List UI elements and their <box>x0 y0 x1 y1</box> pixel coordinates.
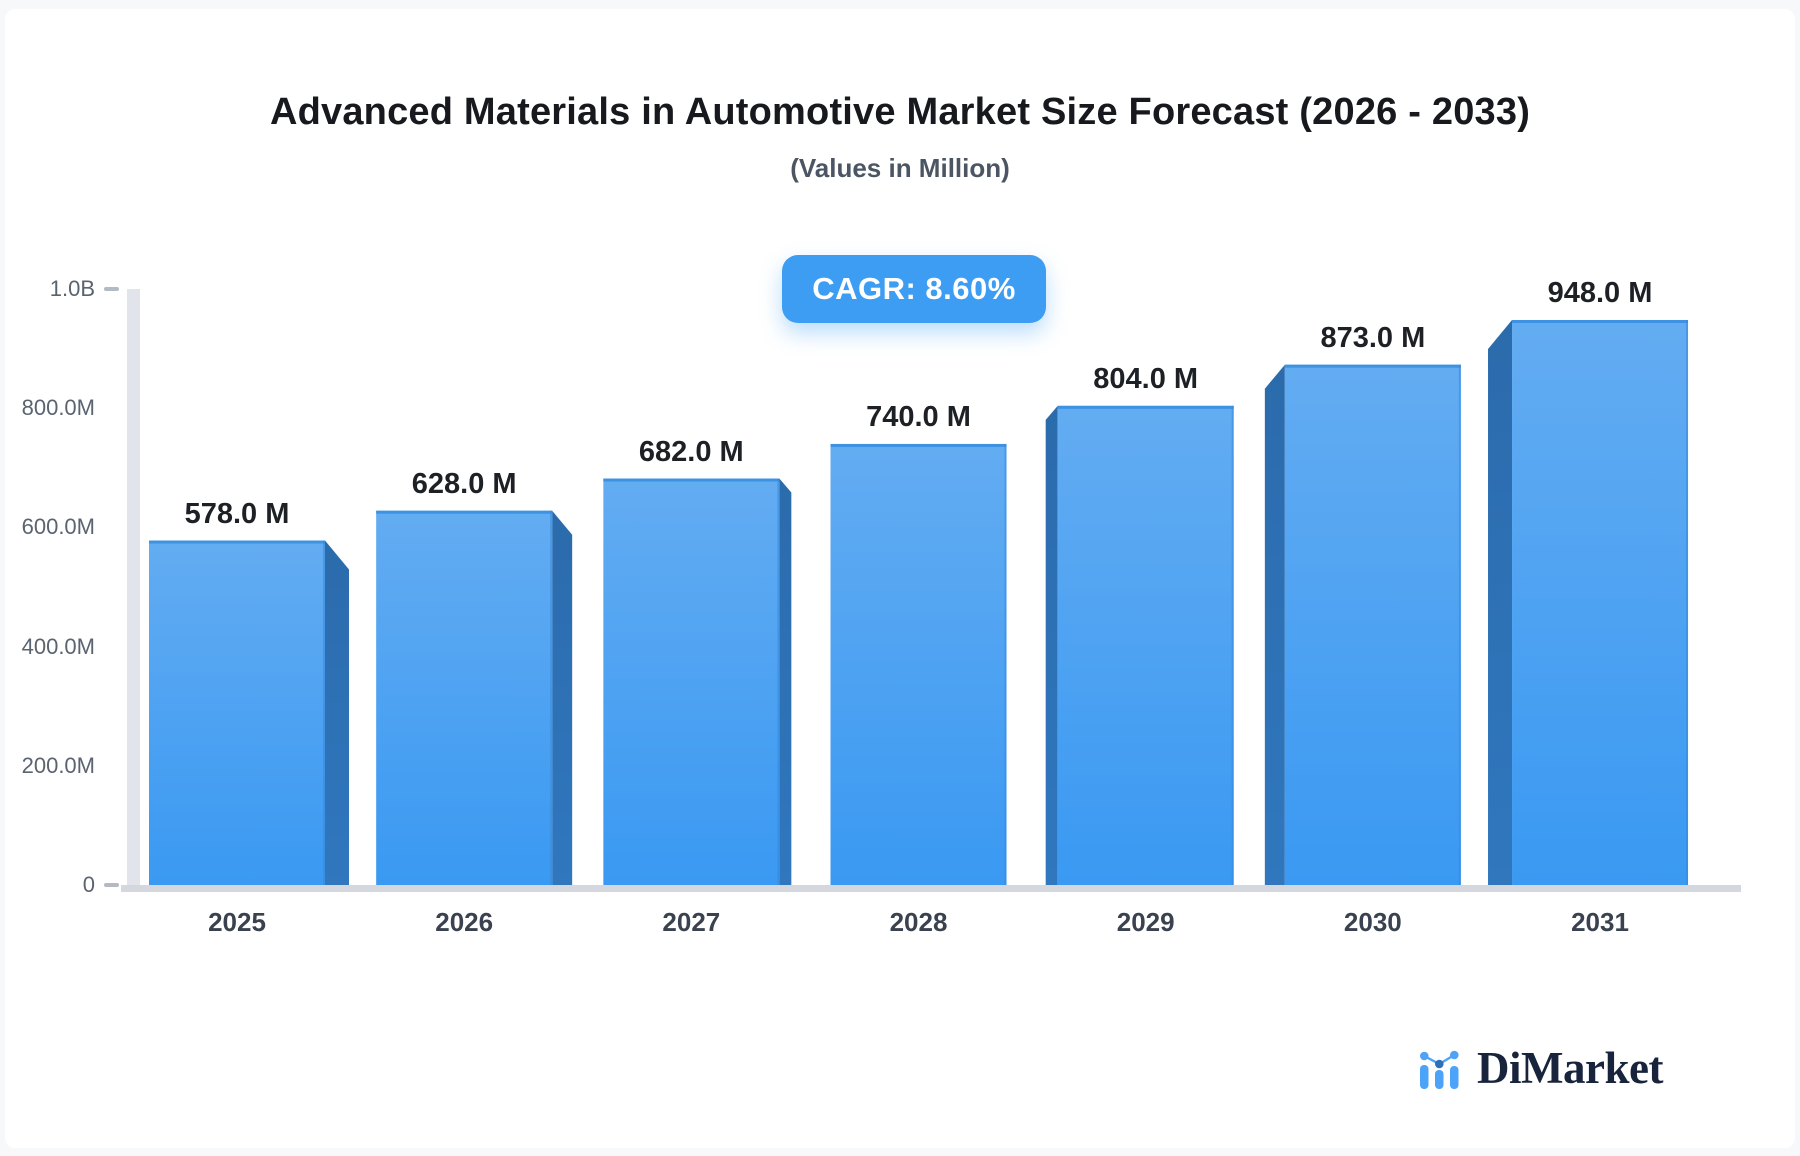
bar-top-edge <box>830 443 1007 447</box>
plot-area: 1.0B 800.0M 600.0M 400.0M 200.0M 0 578.0 M 2025… <box>5 9 1789 1149</box>
bar-right-edge <box>1686 319 1689 885</box>
dimarket-logo-text: DiMarket <box>1477 1043 1663 1093</box>
bar-top-edge <box>376 510 553 514</box>
bar-value-label: 740.0 M <box>866 400 971 433</box>
x-axis-label: 2030 <box>1343 907 1402 937</box>
x-axis-line <box>121 885 1741 892</box>
bar-front-face <box>603 478 780 885</box>
bars-canvas <box>149 319 1689 885</box>
bar-side-face <box>1488 319 1513 885</box>
bar-top-edge <box>1512 319 1689 323</box>
x-axis-label: 2027 <box>662 907 721 937</box>
bar-2031 <box>1488 319 1689 885</box>
bar-side-face <box>552 510 573 885</box>
y-axis-tick-label: 0 <box>82 872 95 897</box>
bar-front-face <box>1512 319 1689 885</box>
bar-value-label: 628.0 M <box>411 467 517 500</box>
y-axis-tick-label: 400.0M <box>21 633 95 659</box>
bar-side-face <box>1264 364 1285 885</box>
chart-subtitle: (Values in Million) <box>790 153 1010 183</box>
y-axis-tick-mark <box>104 287 119 291</box>
bar-front-face <box>149 540 325 885</box>
y-axis-tick-label: 200.0M <box>21 752 95 778</box>
y-axis-tick-label: 600.0M <box>21 514 95 540</box>
chart-title: Advanced Materials in Automotive Market … <box>269 91 1531 133</box>
bar-value-label: 578.0 M <box>184 497 290 530</box>
bar-value-label: 873.0 M <box>1320 321 1426 354</box>
bar-2025 <box>149 540 349 885</box>
dimarket-logo: DiMarket <box>1419 1043 1663 1091</box>
bar-2029 <box>1045 405 1234 885</box>
bar-value-label: 804.0 M <box>1093 362 1199 395</box>
bar-front-face <box>1284 364 1461 885</box>
bar-2026 <box>376 510 573 885</box>
bar-right-edge <box>777 478 780 885</box>
bar-front-face <box>1057 405 1234 885</box>
cagr-badge: CAGR: 8.60% <box>782 255 1046 323</box>
bar-right-edge <box>1458 364 1461 885</box>
bar-2030 <box>1264 364 1461 885</box>
y-axis-tick-label: 800.0M <box>21 395 95 421</box>
y-axis-tick-mark <box>104 883 119 887</box>
bar-right-edge <box>1004 443 1007 885</box>
bar-front-face <box>376 510 553 885</box>
bar-value-label: 948.0 M <box>1547 276 1653 309</box>
y-axis-line <box>127 289 140 885</box>
bar-top-edge <box>1057 405 1234 409</box>
bar-right-edge <box>1231 405 1234 885</box>
x-axis-label: 2026 <box>435 907 494 937</box>
mini-bar-line-chart-icon <box>1420 1050 1459 1089</box>
bar-2028 <box>830 443 1007 885</box>
bar-side-face <box>779 478 792 885</box>
bar-right-edge <box>550 510 553 885</box>
bar-side-face <box>325 540 349 885</box>
y-axis-tick-label: 1.0B <box>49 276 95 301</box>
bar-front-face <box>830 443 1007 885</box>
bar-top-edge <box>149 540 325 544</box>
bar-side-face <box>1045 405 1058 885</box>
x-axis-label: 2031 <box>1571 907 1629 937</box>
chart-card: Advanced Materials in Automotive Market … <box>5 9 1795 1148</box>
bar-right-edge <box>323 540 325 885</box>
bar-2027 <box>603 478 792 885</box>
bar-value-label: 682.0 M <box>638 435 744 468</box>
x-axis-label: 2029 <box>1116 907 1175 937</box>
bar-top-edge <box>603 478 780 482</box>
bar-top-edge <box>1284 364 1461 368</box>
x-axis-label: 2025 <box>208 907 266 937</box>
x-axis-label: 2028 <box>889 907 948 937</box>
